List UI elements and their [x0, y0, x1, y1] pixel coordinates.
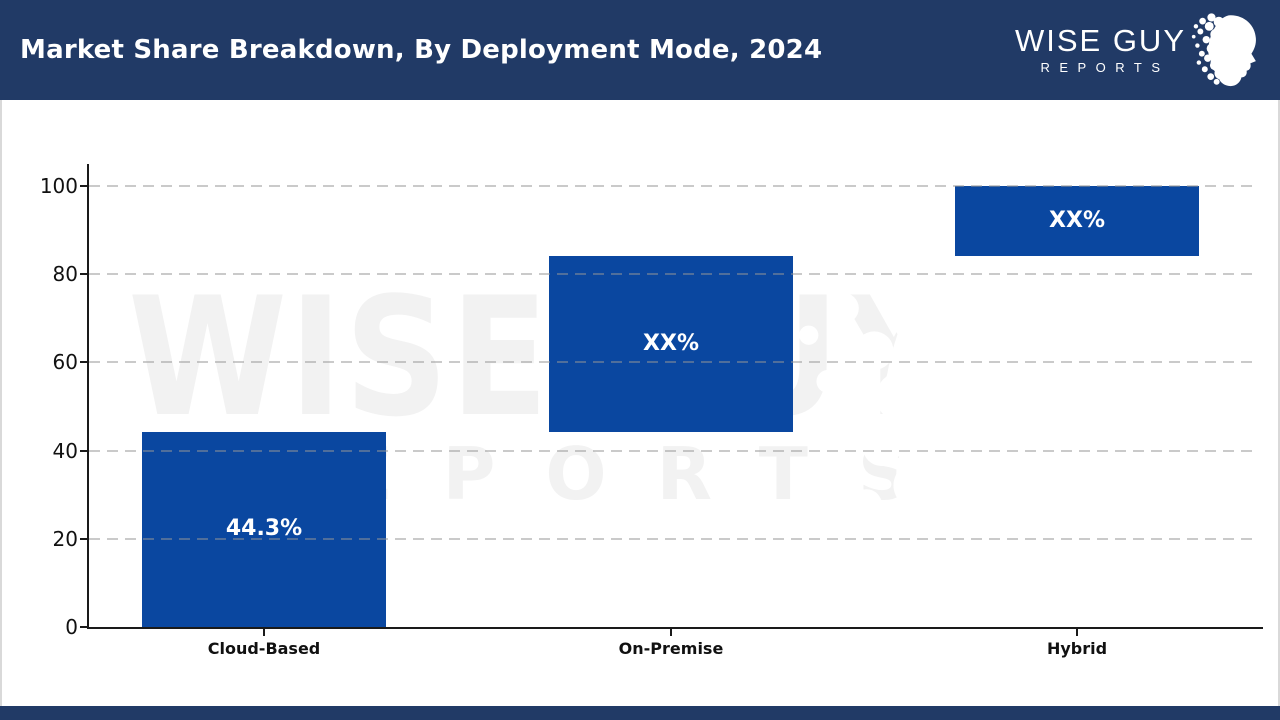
- x-tick-label: Hybrid: [1046, 639, 1108, 658]
- watermark-wordmark: WISE GUY: [128, 262, 948, 453]
- bar-on-premise: [549, 256, 793, 432]
- y-tick-label: 20: [52, 526, 78, 551]
- y-tick-label: 60: [52, 350, 78, 375]
- y-tick-label: 40: [52, 438, 78, 463]
- x-axis-spine: [87, 627, 1263, 629]
- y-axis-spine: [87, 164, 89, 629]
- y-axis-tick: [80, 449, 88, 452]
- x-axis-tick: [670, 629, 672, 636]
- brand-logo: WISE GUY REPORTS: [1015, 8, 1264, 92]
- bar-value-label: 44.3%: [225, 516, 303, 542]
- y-tick-label: 100: [39, 174, 78, 198]
- y-axis-tick: [80, 273, 88, 276]
- left-border: [0, 100, 2, 706]
- y-axis-tick: [80, 185, 88, 187]
- y-tick-label: 80: [52, 262, 78, 287]
- bar-value-label: XX%: [1049, 208, 1105, 234]
- bar-value-label: XX%: [643, 330, 699, 356]
- x-axis-tick: [263, 629, 265, 636]
- bar-hybrid: [955, 186, 1199, 257]
- x-tick-label: On-Premise: [618, 639, 724, 658]
- page-title: Market Share Breakdown, By Deployment Mo…: [20, 35, 823, 65]
- right-border: [1278, 100, 1280, 706]
- y-axis-tick: [80, 361, 88, 364]
- y-tick-label: 0: [65, 615, 78, 639]
- gridline-80: [89, 273, 1252, 276]
- logo-head-icon: [1191, 13, 1256, 87]
- gridline-20: [89, 537, 1252, 540]
- logo-wordmark: WISE GUY REPORTS: [1015, 25, 1186, 75]
- logo-wordmark-line2: REPORTS: [1040, 60, 1170, 75]
- x-tick-label: Cloud-Based: [207, 639, 321, 658]
- bar-cloud-based: [142, 431, 386, 627]
- y-axis-tick: [80, 537, 88, 540]
- gridline-40: [89, 449, 1252, 452]
- y-axis-tick: [80, 626, 88, 628]
- x-axis-tick: [1076, 629, 1078, 636]
- gridline-100: [89, 185, 1252, 187]
- logo-wordmark-line1: WISE GUY: [1014, 23, 1186, 58]
- gridline-60: [89, 361, 1252, 364]
- header-bar: Market Share Breakdown, By Deployment Mo…: [0, 0, 1280, 100]
- footer-bar: [0, 706, 1280, 720]
